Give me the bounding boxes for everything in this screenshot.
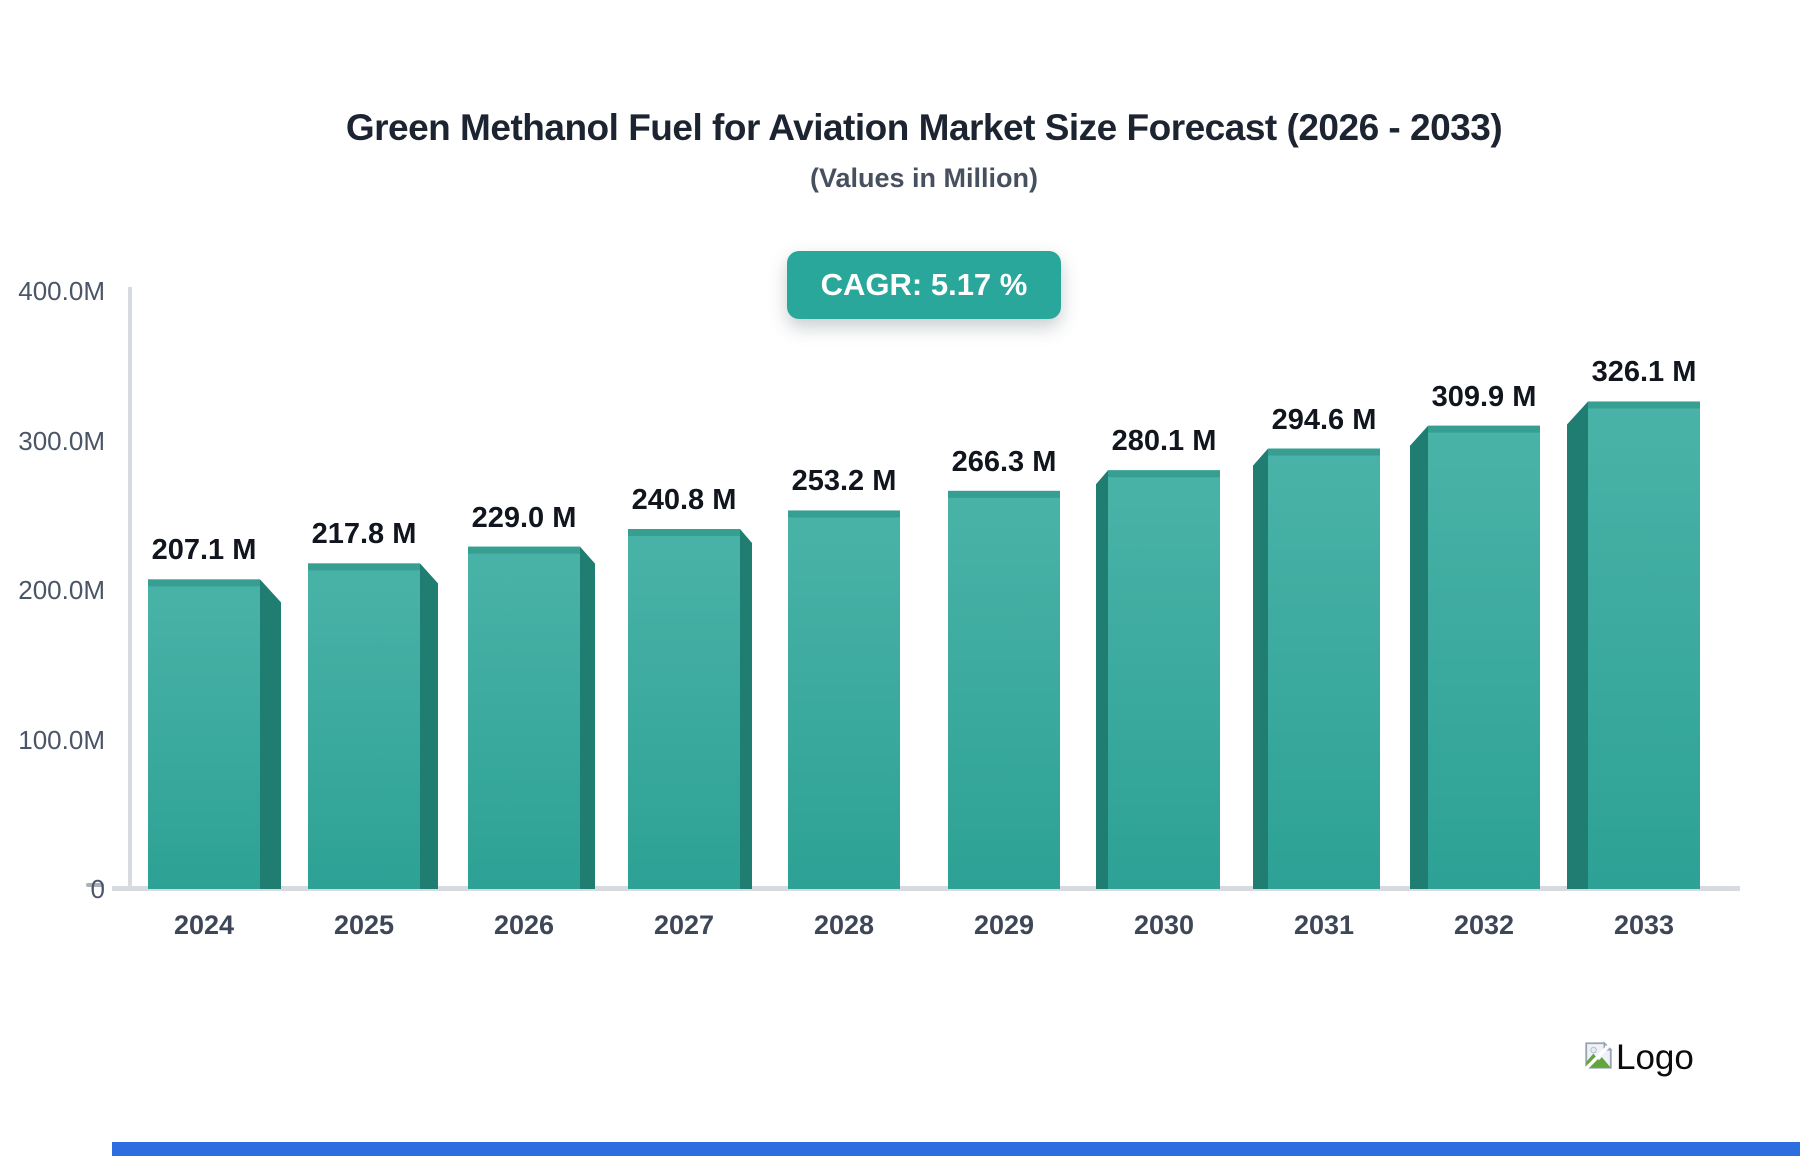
- x-axis-label: 2030: [1133, 910, 1195, 940]
- bar-value-label: 207.1 M: [151, 534, 257, 567]
- bar-side: [420, 563, 438, 889]
- bar-face: [628, 529, 740, 889]
- bar-side: [260, 579, 281, 889]
- bar-cap: [948, 490, 1060, 498]
- x-axis-label: 2025: [333, 910, 395, 940]
- bar-cap: [468, 546, 580, 554]
- bar-side: [740, 529, 752, 889]
- bar-cap: [788, 510, 900, 518]
- bar-value-label: 294.6 M: [1271, 403, 1377, 436]
- bar-face: [948, 490, 1060, 889]
- bar-cap: [308, 563, 420, 571]
- broken-image-icon: [1583, 1040, 1614, 1076]
- cagr-badge: CAGR: 5.17 %: [786, 251, 1062, 319]
- y-axis-label: 200.0M: [18, 575, 105, 605]
- bar-cap: [1268, 448, 1380, 456]
- x-axis-label: 2032: [1453, 910, 1515, 940]
- x-axis-label: 2031: [1293, 910, 1355, 940]
- bar-value-label: 253.2 M: [791, 465, 897, 498]
- bar-value-label: 229.0 M: [471, 501, 577, 534]
- bar-face: [788, 510, 900, 889]
- bar-2028[interactable]: [788, 510, 900, 889]
- chart-header: Green Methanol Fuel for Aviation Market …: [48, 106, 1800, 319]
- bar-2025[interactable]: [308, 563, 438, 889]
- bar-2024[interactable]: [148, 579, 281, 889]
- y-axis-label: 400.0M: [18, 276, 105, 306]
- x-axis-label: 2033: [1613, 910, 1675, 940]
- x-axis-label: 2024: [173, 910, 235, 940]
- bar-side: [1410, 425, 1428, 889]
- bar-value-label: 240.8 M: [631, 484, 737, 516]
- bar-cap: [148, 579, 260, 587]
- x-axis-line: [112, 886, 1740, 891]
- bar-2032[interactable]: [1410, 425, 1540, 889]
- y-axis-label: 0: [90, 874, 105, 904]
- bar-value-label: 217.8 M: [311, 518, 417, 551]
- y-axis-label: 300.0M: [18, 425, 105, 456]
- bar-2031[interactable]: [1253, 448, 1380, 889]
- bar-cap: [1428, 425, 1540, 433]
- bottom-accent-bar: [112, 1142, 1800, 1156]
- bar-2026[interactable]: [468, 546, 595, 889]
- chart-title: Green Methanol Fuel for Aviation Market …: [345, 107, 1503, 148]
- x-axis-label: 2029: [973, 910, 1035, 940]
- bar-cap: [1108, 470, 1220, 478]
- bar-value-label: 266.3 M: [951, 445, 1057, 478]
- bar-cap: [628, 529, 740, 537]
- bar-2027[interactable]: [628, 529, 752, 889]
- bar-face: [1428, 425, 1540, 889]
- bar-side: [1096, 470, 1108, 889]
- bar-2029[interactable]: [948, 490, 1060, 889]
- zero-tick-mark: [86, 883, 104, 887]
- chart-subtitle: (Values in Million): [809, 163, 1039, 193]
- logo: Logo: [1583, 1038, 1694, 1078]
- bar-face: [1108, 470, 1220, 889]
- logo-text: Logo: [1616, 1038, 1694, 1077]
- bar-face: [468, 546, 580, 889]
- x-axis-label: 2026: [493, 910, 555, 940]
- bar-value-label: 280.1 M: [1111, 425, 1217, 458]
- bar-value-label: 326.1 M: [1591, 356, 1697, 389]
- bar-2030[interactable]: [1096, 470, 1220, 889]
- bar-face: [308, 563, 420, 889]
- y-axis-line: [128, 287, 132, 890]
- bar-side: [1253, 448, 1268, 889]
- bar-face: [1268, 448, 1380, 889]
- x-axis-label: 2027: [653, 910, 715, 940]
- bar-cap: [1588, 401, 1700, 409]
- bar-side: [580, 546, 595, 889]
- bar-side: [1567, 401, 1588, 889]
- bar-face: [1588, 401, 1700, 889]
- y-axis-label: 100.0M: [18, 724, 105, 755]
- bar-2033[interactable]: [1567, 401, 1700, 889]
- bar-value-label: 309.9 M: [1431, 380, 1537, 413]
- bar-face: [148, 579, 260, 889]
- x-axis-label: 2028: [813, 910, 875, 940]
